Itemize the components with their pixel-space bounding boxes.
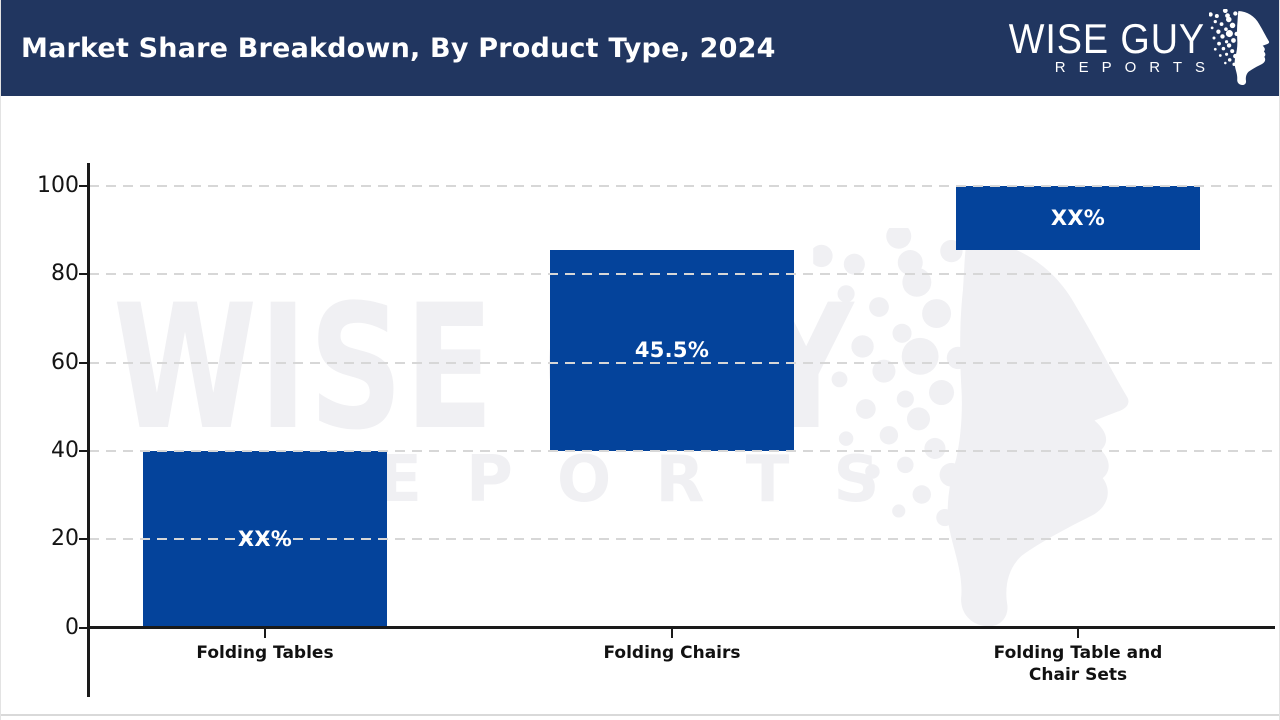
x-tick-label: Folding Tables [196, 642, 334, 663]
footer-divider [1, 714, 1279, 716]
chart-canvas: WISE GUY REPORTS XX% 45.5% XX% 0 20 40 60 80 100… [1, 96, 1279, 720]
y-tick-mark [79, 185, 88, 187]
header-bar: Market Share Breakdown, By Product Type,… [1, 0, 1279, 96]
wiseguy-logo: WISE GUY REPORTS [987, 9, 1273, 87]
y-tick-mark [79, 626, 88, 629]
x-tick-mark [671, 629, 673, 638]
bar-value-label: XX% [1050, 206, 1106, 230]
y-tick-mark [79, 538, 88, 541]
gridline-100 [89, 185, 1275, 187]
x-tick-mark [1077, 629, 1079, 638]
y-tick-mark [79, 273, 88, 276]
y-tick-label: 20 [51, 526, 79, 552]
y-tick-label: 80 [51, 261, 79, 287]
bar-value-label: XX% [237, 527, 293, 552]
x-tick-mark [264, 629, 266, 638]
gridline-80 [89, 273, 1275, 276]
bar-folding-chairs [550, 250, 794, 451]
y-tick-label: 100 [37, 173, 79, 198]
y-tick-label: 40 [51, 437, 79, 463]
gridline-20 [89, 538, 1275, 541]
gridline-40 [89, 449, 1275, 452]
page-title: Market Share Breakdown, By Product Type,… [21, 32, 776, 64]
y-tick-label: 0 [65, 614, 79, 640]
logo-text: WISE GUY REPORTS [987, 15, 1205, 77]
y-tick-mark [79, 449, 88, 452]
wiseguy-head-icon [1209, 9, 1270, 86]
bar-value-label: 45.5% [634, 338, 710, 363]
y-tick-mark [79, 361, 88, 364]
y-tick-label: 60 [51, 349, 79, 375]
logo-subtext: REPORTS [1054, 59, 1218, 76]
bar-folding-table-and-chair-sets [956, 186, 1200, 251]
x-tick-label: Folding Table and Chair Sets [993, 642, 1163, 685]
y-axis-line [87, 163, 90, 697]
x-axis-line [87, 626, 1275, 629]
watermark-head-icon [813, 228, 1149, 636]
logo-wordmark: WISE GUY [1008, 15, 1205, 62]
x-tick-label: Folding Chairs [603, 642, 741, 663]
gridline-60 [89, 361, 1275, 364]
